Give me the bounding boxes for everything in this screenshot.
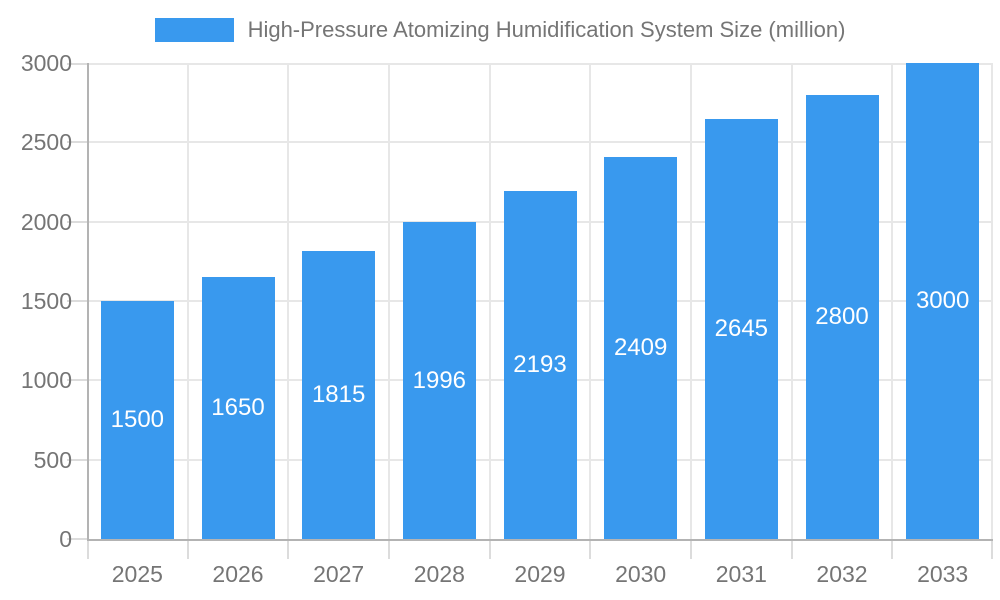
bar-value-label: 1500 [110, 406, 165, 433]
bar-2031[interactable] [704, 119, 778, 539]
plot-area: 1500 1650 1815 1996 2193 2409 2645 2800 3000 [67, 63, 993, 559]
bar-2029[interactable] [503, 191, 577, 539]
y-axis-tick [67, 141, 87, 144]
x-axis-line [87, 539, 993, 541]
gridline-vertical [287, 63, 290, 539]
legend[interactable]: High-Pressure Atomizing Humidification S… [0, 16, 1000, 44]
y-axis-label: 1000 [20, 367, 72, 394]
y-axis-tick [67, 300, 87, 302]
gridline-vertical [388, 63, 390, 539]
x-axis-tick [790, 541, 793, 559]
y-axis-label: 2500 [20, 129, 72, 156]
gridline-vertical [690, 63, 692, 539]
x-axis-label: 2028 [413, 561, 465, 587]
bar-2030[interactable] [604, 156, 678, 539]
bar-2028[interactable] [402, 222, 476, 539]
gridline-horizontal [87, 63, 993, 65]
y-axis-tick [67, 220, 87, 223]
gridline-vertical [186, 63, 189, 539]
x-axis-label: 2032 [816, 561, 868, 587]
x-axis-label: 2027 [313, 561, 365, 587]
legend-label: High-Pressure Atomizing Humidification S… [247, 17, 846, 42]
legend-swatch [154, 18, 234, 42]
bar-2027[interactable] [302, 251, 376, 539]
bar-2032[interactable] [805, 94, 879, 539]
x-axis-label: 2030 [615, 561, 667, 587]
bar-value-label: 2409 [613, 333, 668, 361]
y-axis-tick [67, 379, 87, 382]
bar-value-label: 1650 [211, 394, 265, 422]
bar-2025[interactable] [100, 301, 174, 539]
x-axis-tick [87, 541, 89, 559]
x-axis-tick [991, 541, 993, 559]
x-axis-tick [891, 541, 894, 559]
x-axis-tick [690, 541, 692, 559]
y-axis-line [87, 63, 89, 539]
y-axis-label: 2000 [20, 208, 72, 235]
bar-2026[interactable] [201, 277, 275, 539]
y-axis-tick [67, 458, 87, 461]
gridline-vertical [589, 63, 592, 539]
x-axis-label: 2031 [715, 561, 767, 587]
bar-value-label: 3000 [915, 287, 970, 314]
x-axis-label: 2033 [917, 561, 969, 587]
gridline-vertical [891, 63, 894, 539]
x-axis-tick [589, 541, 592, 559]
bar-value-label: 1996 [412, 366, 467, 394]
gridline-vertical [488, 63, 491, 539]
y-axis-tick [67, 63, 87, 65]
x-axis-tick [388, 541, 390, 559]
x-axis-label: 2025 [111, 561, 163, 587]
gridline-vertical [991, 63, 993, 539]
x-axis-tick [488, 541, 491, 559]
y-axis-tick [67, 538, 87, 540]
gridline-vertical [790, 63, 793, 539]
y-axis-label: 500 [33, 446, 72, 473]
x-axis-tick [287, 541, 290, 559]
y-axis-label: 0 [59, 526, 72, 552]
x-axis-tick [186, 541, 189, 559]
x-axis-label: 2026 [212, 561, 264, 587]
bar-value-label: 2800 [815, 302, 869, 330]
bar-value-label: 1815 [311, 381, 366, 408]
gridline-horizontal [87, 141, 993, 144]
bar-value-label: 2645 [714, 315, 769, 343]
bar-value-label: 2193 [513, 351, 567, 379]
x-axis-label: 2029 [514, 561, 566, 587]
y-axis-label: 1500 [20, 288, 72, 314]
y-axis-label: 3000 [20, 50, 72, 76]
bar-2033[interactable] [906, 63, 980, 539]
